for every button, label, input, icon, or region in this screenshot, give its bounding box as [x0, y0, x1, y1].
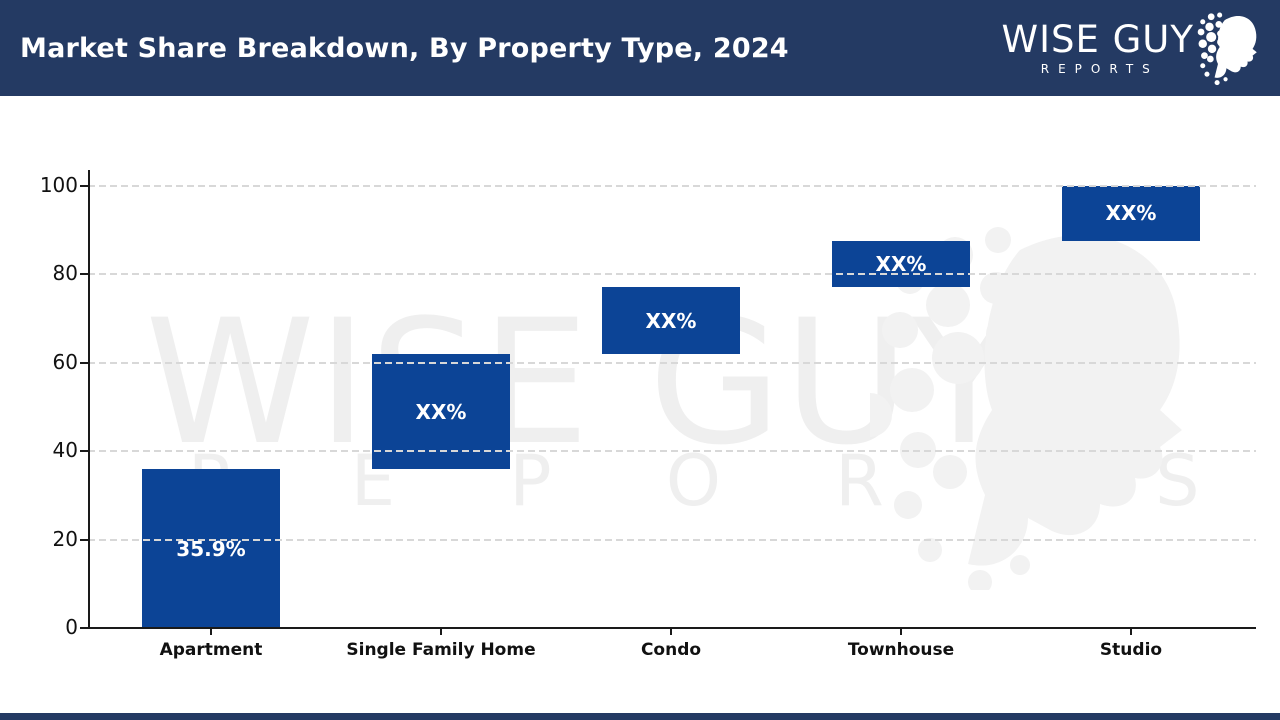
- gridline-80: [88, 273, 1256, 276]
- y-tick-60: [80, 361, 88, 364]
- watermark-head-icon: [870, 227, 1182, 590]
- x-category-label-condo: Condo: [640, 640, 702, 660]
- y-axis-line: [88, 170, 90, 629]
- y-tick-label: 40: [52, 438, 78, 463]
- brand-wordmark: WISE GUY REPORTS: [1002, 21, 1194, 76]
- wiseguy-head-icon: [1197, 12, 1257, 86]
- x-axis-line: [88, 627, 1256, 629]
- brand-logo: WISE GUY REPORTS: [1002, 5, 1280, 91]
- footer-band: [0, 713, 1280, 720]
- x-category-label-studio: Studio: [1099, 640, 1163, 660]
- y-tick-label: 100: [39, 173, 78, 197]
- brand-name: WISE GUY: [1001, 17, 1194, 61]
- y-tick-label: 80: [52, 261, 78, 286]
- gridline-60: [88, 361, 1256, 364]
- x-tick-5: [1130, 628, 1132, 635]
- y-tick-40: [80, 450, 88, 453]
- x-tick-3: [670, 628, 672, 635]
- x-category-label-single-family-home: Single Family Home: [346, 640, 536, 660]
- header-band: Market Share Breakdown, By Property Type…: [0, 0, 1280, 96]
- bar-value-label: XX%: [1105, 201, 1157, 226]
- x-tick-2: [440, 628, 442, 635]
- y-tick-20: [80, 538, 88, 541]
- bar-value-label: XX%: [875, 251, 927, 276]
- bar-value-label: 35.9%: [176, 536, 246, 561]
- bar-single-family-home: [372, 354, 510, 470]
- y-tick-0: [80, 627, 88, 629]
- bar-apartment: [142, 469, 280, 628]
- gridline-100: [88, 185, 1256, 187]
- brand-subtitle: REPORTS: [1040, 61, 1159, 76]
- y-tick-80: [80, 273, 88, 276]
- y-tick-label: 20: [52, 526, 78, 551]
- bar-value-label: XX%: [415, 399, 467, 424]
- x-category-label-apartment: Apartment: [159, 640, 263, 660]
- x-tick-1: [210, 628, 212, 635]
- y-tick-label: 60: [52, 349, 78, 374]
- gridline-40: [88, 450, 1256, 453]
- bar-studio: [1062, 186, 1200, 241]
- watermark-wordmark: WISE GUY: [145, 282, 1019, 483]
- bar-condo: [602, 286, 740, 355]
- y-tick-100: [80, 185, 88, 187]
- chart-title: Market Share Breakdown, By Property Type…: [20, 32, 789, 64]
- bar-value-label: XX%: [645, 308, 697, 333]
- x-tick-4: [900, 628, 902, 635]
- bar-townhouse: [832, 240, 970, 287]
- y-tick-label: 0: [65, 615, 78, 639]
- x-category-label-townhouse: Townhouse: [847, 640, 955, 660]
- gridline-20: [88, 538, 1256, 541]
